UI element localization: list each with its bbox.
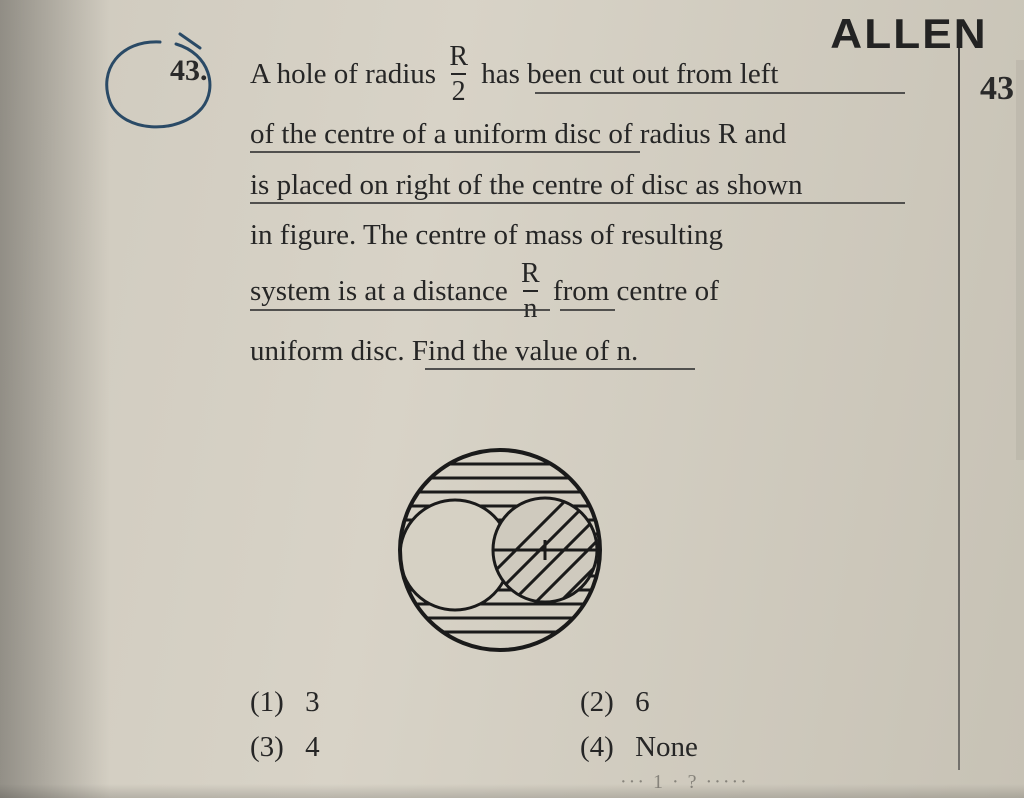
bottom-smudge-text: ··· 1 · ? ····· <box>620 771 749 794</box>
option-key: (3) <box>250 731 284 763</box>
line-5: system is at a distance R n from centre … <box>250 261 920 326</box>
text: uniform disc. Find the value of n. <box>250 335 638 367</box>
text: of the centre of a uniform disc of radiu… <box>250 118 786 150</box>
options: (1) 3 (2) 6 (3) 4 (4) None <box>250 680 910 770</box>
option-value: 4 <box>305 731 320 763</box>
line-6: uniform disc. Find the value of n. <box>250 326 920 377</box>
fraction-r-over-n: R n <box>521 259 540 324</box>
option-key: (4) <box>580 731 614 763</box>
option-3: (3) 4 <box>250 725 580 770</box>
fraction-r-over-2: R 2 <box>449 42 468 107</box>
fraction-denominator: 2 <box>449 77 468 106</box>
underline <box>535 92 905 94</box>
column-divider <box>958 30 960 770</box>
underline <box>560 309 615 311</box>
underline <box>250 309 550 311</box>
right-edge-shadow <box>1016 60 1024 460</box>
option-value: 3 <box>305 686 320 718</box>
options-row-2: (3) 4 (4) None <box>250 725 910 770</box>
option-1: (1) 3 <box>250 680 580 725</box>
text: from centre of <box>553 275 719 307</box>
fraction-numerator: R <box>449 42 468 71</box>
question-body: A hole of radius R 2 has been cut out fr… <box>250 44 920 377</box>
fraction-numerator: R <box>521 259 540 288</box>
left-shadow <box>0 0 110 798</box>
text: A hole of radius <box>250 58 443 90</box>
underline <box>250 202 905 204</box>
right-cropped-number: 43 <box>980 70 1014 108</box>
options-row-1: (1) 3 (2) 6 <box>250 680 910 725</box>
underline <box>425 368 695 370</box>
line-4: in figure. The centre of mass of resulti… <box>250 210 920 261</box>
line-1: A hole of radius R 2 has been cut out fr… <box>250 44 920 109</box>
fraction-bar <box>523 290 538 292</box>
question-number: 43. <box>170 54 208 87</box>
text: system is at a distance <box>250 275 515 307</box>
text: in figure. The centre of mass of resulti… <box>250 219 723 251</box>
option-value: None <box>635 731 698 763</box>
text: has been cut out from left <box>481 58 778 90</box>
bottom-shadow <box>0 784 1024 798</box>
question-number-wrap: 43. <box>170 54 208 88</box>
line-2: of the centre of a uniform disc of radiu… <box>250 109 920 160</box>
page: ALLEN 43 43. A hole of radius R 2 has be… <box>0 0 1024 798</box>
option-key: (1) <box>250 686 284 718</box>
disc-figure <box>370 430 630 670</box>
option-4: (4) None <box>580 725 910 770</box>
underline <box>250 151 640 153</box>
option-key: (2) <box>580 686 614 718</box>
fraction-bar <box>451 73 466 75</box>
disc-svg <box>370 430 630 670</box>
text: is placed on right of the centre of disc… <box>250 169 802 201</box>
line-3: is placed on right of the centre of disc… <box>250 160 920 211</box>
option-2: (2) 6 <box>580 680 910 725</box>
option-value: 6 <box>635 686 650 718</box>
